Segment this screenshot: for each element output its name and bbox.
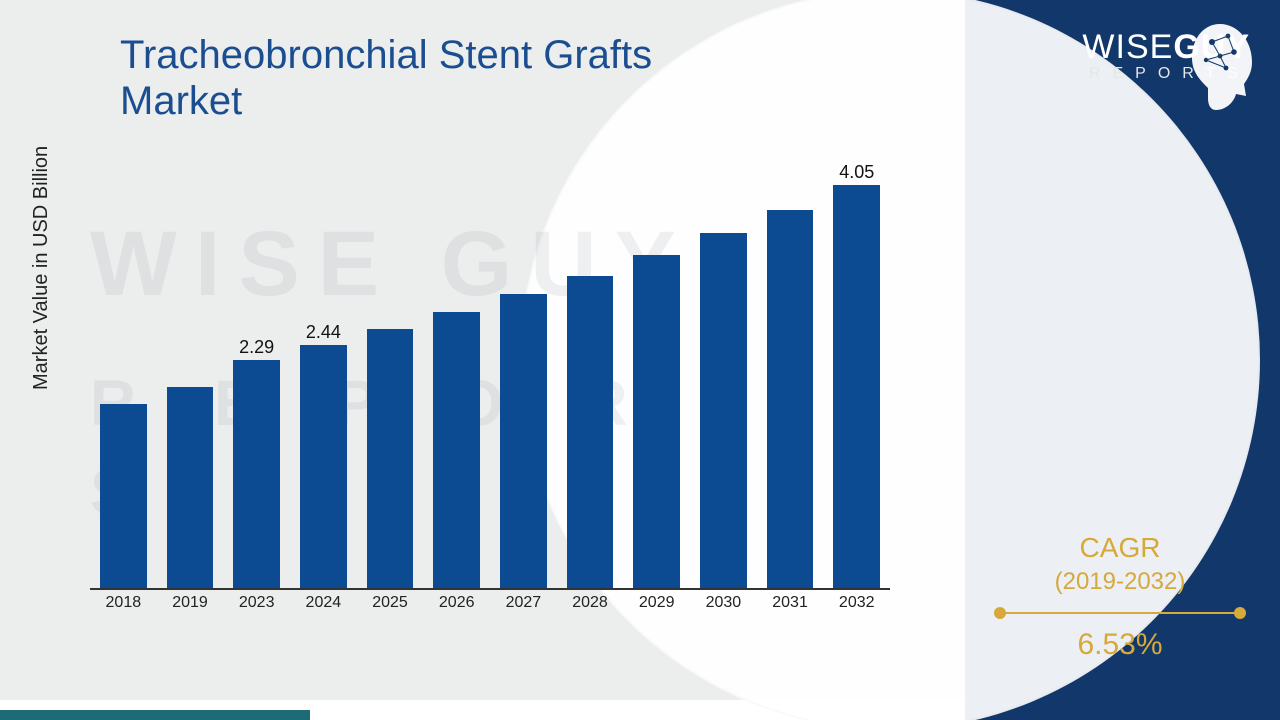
bar-wrap <box>90 170 157 588</box>
x-axis-ticks: 2018201920232024202520262027202820292030… <box>90 594 890 612</box>
bar-wrap: 4.05 <box>823 170 890 588</box>
bar-value-label: 2.44 <box>306 322 341 343</box>
bar <box>100 404 147 588</box>
bar <box>700 233 747 588</box>
bar-wrap <box>157 170 224 588</box>
bar-chart: 2.29 2.44 4.05 <box>90 170 890 590</box>
bar-value-label: 2.29 <box>239 337 274 358</box>
footer-accent-bar <box>0 710 310 720</box>
bar-wrap: 2.44 <box>290 170 357 588</box>
chart-title: Tracheobronchial Stent Grafts Market <box>120 32 760 124</box>
cagr-value: 6.53% <box>990 628 1250 662</box>
infographic-canvas: WISE GUY R E P O R T S Tracheobronchial … <box>0 0 1280 720</box>
bar-wrap <box>357 170 424 588</box>
bar <box>300 345 347 588</box>
x-tick: 2032 <box>823 594 890 612</box>
x-tick: 2025 <box>357 594 424 612</box>
x-tick: 2031 <box>757 594 824 612</box>
bar-wrap <box>490 170 557 588</box>
bar-wrap <box>557 170 624 588</box>
y-axis-label: Market Value in USD Billion <box>30 146 53 390</box>
bar <box>567 276 614 589</box>
x-tick: 2028 <box>557 594 624 612</box>
bar <box>433 312 480 588</box>
bar-wrap <box>423 170 490 588</box>
bar <box>167 387 214 588</box>
bar-wrap <box>623 170 690 588</box>
bar-wrap <box>757 170 824 588</box>
bar <box>367 329 414 588</box>
x-tick: 2024 <box>290 594 357 612</box>
x-tick: 2026 <box>423 594 490 612</box>
bar <box>833 185 880 588</box>
bar <box>767 210 814 588</box>
x-tick: 2023 <box>223 594 290 612</box>
bar <box>633 255 680 588</box>
cagr-period: (2019-2032) <box>990 568 1250 596</box>
bar-value-label: 4.05 <box>839 162 874 183</box>
x-tick: 2030 <box>690 594 757 612</box>
x-tick: 2018 <box>90 594 157 612</box>
bar <box>500 294 547 588</box>
cagr-block: CAGR (2019-2032) 6.53% <box>990 532 1250 662</box>
cagr-label: CAGR <box>990 532 1250 564</box>
head-silhouette-icon <box>1182 22 1256 112</box>
x-tick: 2027 <box>490 594 557 612</box>
bar-wrap <box>690 170 757 588</box>
brand-logo: WISEGUY REPORTS <box>980 28 1250 83</box>
x-tick: 2029 <box>623 594 690 612</box>
logo-word-wise: WISE <box>1082 28 1173 66</box>
bar-wrap: 2.29 <box>223 170 290 588</box>
bar <box>233 360 280 588</box>
x-tick: 2019 <box>157 594 224 612</box>
cagr-divider <box>1000 612 1240 614</box>
